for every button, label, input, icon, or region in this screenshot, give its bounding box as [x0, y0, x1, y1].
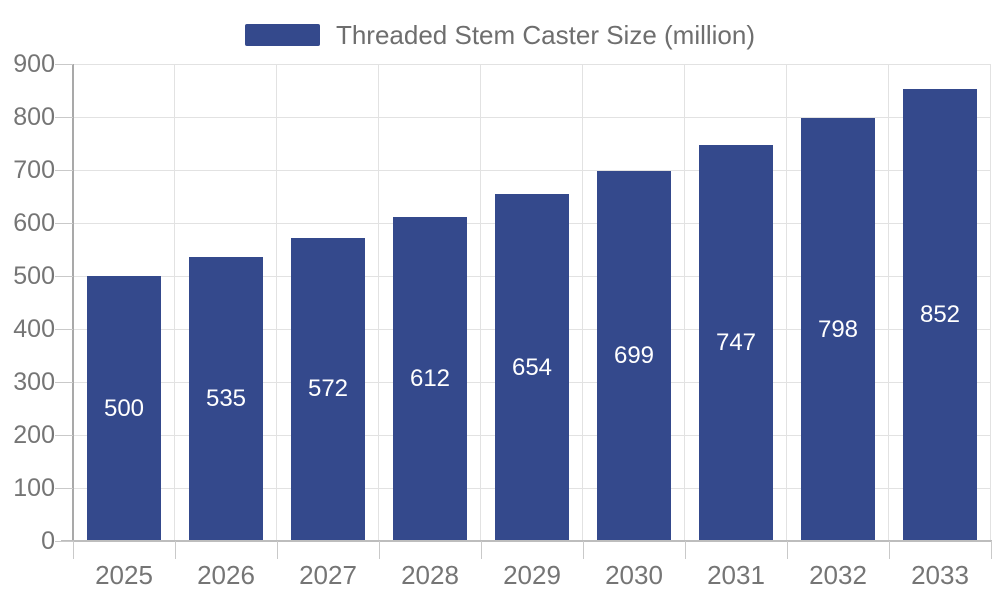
- y-tick-label: 300: [13, 368, 55, 396]
- y-tick-label: 700: [13, 156, 55, 184]
- h-gridline: [73, 64, 991, 65]
- y-axis-tick: [55, 223, 73, 224]
- bar-value-label: 535: [205, 385, 247, 413]
- bar-value-label: 500: [103, 394, 145, 422]
- v-gridline: [990, 64, 991, 541]
- y-axis-tick: [55, 435, 73, 436]
- y-axis-tick: [55, 541, 73, 542]
- x-tick-label: 2026: [197, 560, 255, 590]
- x-axis-tick: [73, 541, 74, 559]
- bar[interactable]: 852: [903, 89, 977, 541]
- y-tick-label: 100: [13, 474, 55, 502]
- legend-swatch[interactable]: [244, 24, 320, 46]
- x-tick-label: 2033: [911, 560, 969, 590]
- bar-value-label: 798: [817, 315, 859, 343]
- x-axis-tick: [991, 541, 992, 559]
- bar[interactable]: 798: [801, 118, 875, 541]
- v-gridline: [378, 64, 379, 541]
- x-tick-label: 2031: [707, 560, 765, 590]
- bar-value-label: 654: [511, 353, 553, 381]
- x-axis-tick: [481, 541, 482, 559]
- x-axis-tick: [379, 541, 380, 559]
- v-gridline: [480, 64, 481, 541]
- v-gridline: [276, 64, 277, 541]
- x-tick-label: 2027: [299, 560, 357, 590]
- bar[interactable]: 612: [393, 216, 467, 541]
- bar[interactable]: 654: [495, 194, 569, 541]
- x-tick-label: 2025: [95, 560, 153, 590]
- bar[interactable]: 572: [291, 237, 365, 541]
- x-axis-tick: [277, 541, 278, 559]
- bar[interactable]: 500: [87, 276, 161, 541]
- v-gridline: [582, 64, 583, 541]
- y-axis-tick: [55, 329, 73, 330]
- h-gridline: [73, 170, 991, 171]
- legend[interactable]: Threaded Stem Caster Size (million): [0, 20, 1000, 50]
- y-axis-tick: [55, 382, 73, 383]
- x-tick-label: 2028: [401, 560, 459, 590]
- bar[interactable]: 747: [699, 145, 773, 541]
- bar-value-label: 612: [409, 364, 451, 392]
- y-tick-label: 0: [41, 527, 55, 555]
- legend-label[interactable]: Threaded Stem Caster Size (million): [335, 20, 756, 50]
- y-tick-label: 800: [13, 103, 55, 131]
- v-gridline: [174, 64, 175, 541]
- x-axis-tick: [787, 541, 788, 559]
- h-gridline: [73, 117, 991, 118]
- v-gridline: [684, 64, 685, 541]
- y-axis-tick: [55, 276, 73, 277]
- v-gridline: [786, 64, 787, 541]
- bar[interactable]: 535: [189, 257, 263, 541]
- bar-value-label: 572: [307, 375, 349, 403]
- x-axis-tick: [175, 541, 176, 559]
- x-axis-tick: [889, 541, 890, 559]
- x-axis-line: [61, 540, 992, 542]
- y-axis-tick: [55, 488, 73, 489]
- bar-value-label: 747: [715, 329, 757, 357]
- bar-value-label: 699: [613, 341, 655, 369]
- plot-area: 500 535 572 612 654 699 747 798 852: [73, 64, 991, 541]
- y-tick-label: 900: [13, 50, 55, 78]
- y-axis-tick: [55, 64, 73, 65]
- x-tick-label: 2030: [605, 560, 663, 590]
- y-tick-label: 200: [13, 421, 55, 449]
- x-tick-label: 2029: [503, 560, 561, 590]
- y-axis-tick: [55, 117, 73, 118]
- bar-value-label: 852: [919, 301, 961, 329]
- y-axis-tick: [55, 170, 73, 171]
- y-axis-line: [72, 64, 74, 541]
- y-tick-label: 500: [13, 262, 55, 290]
- x-tick-label: 2032: [809, 560, 867, 590]
- bar[interactable]: 699: [597, 170, 671, 541]
- y-tick-label: 600: [13, 209, 55, 237]
- x-axis-tick: [583, 541, 584, 559]
- v-gridline: [888, 64, 889, 541]
- y-tick-label: 400: [13, 315, 55, 343]
- x-axis-tick: [685, 541, 686, 559]
